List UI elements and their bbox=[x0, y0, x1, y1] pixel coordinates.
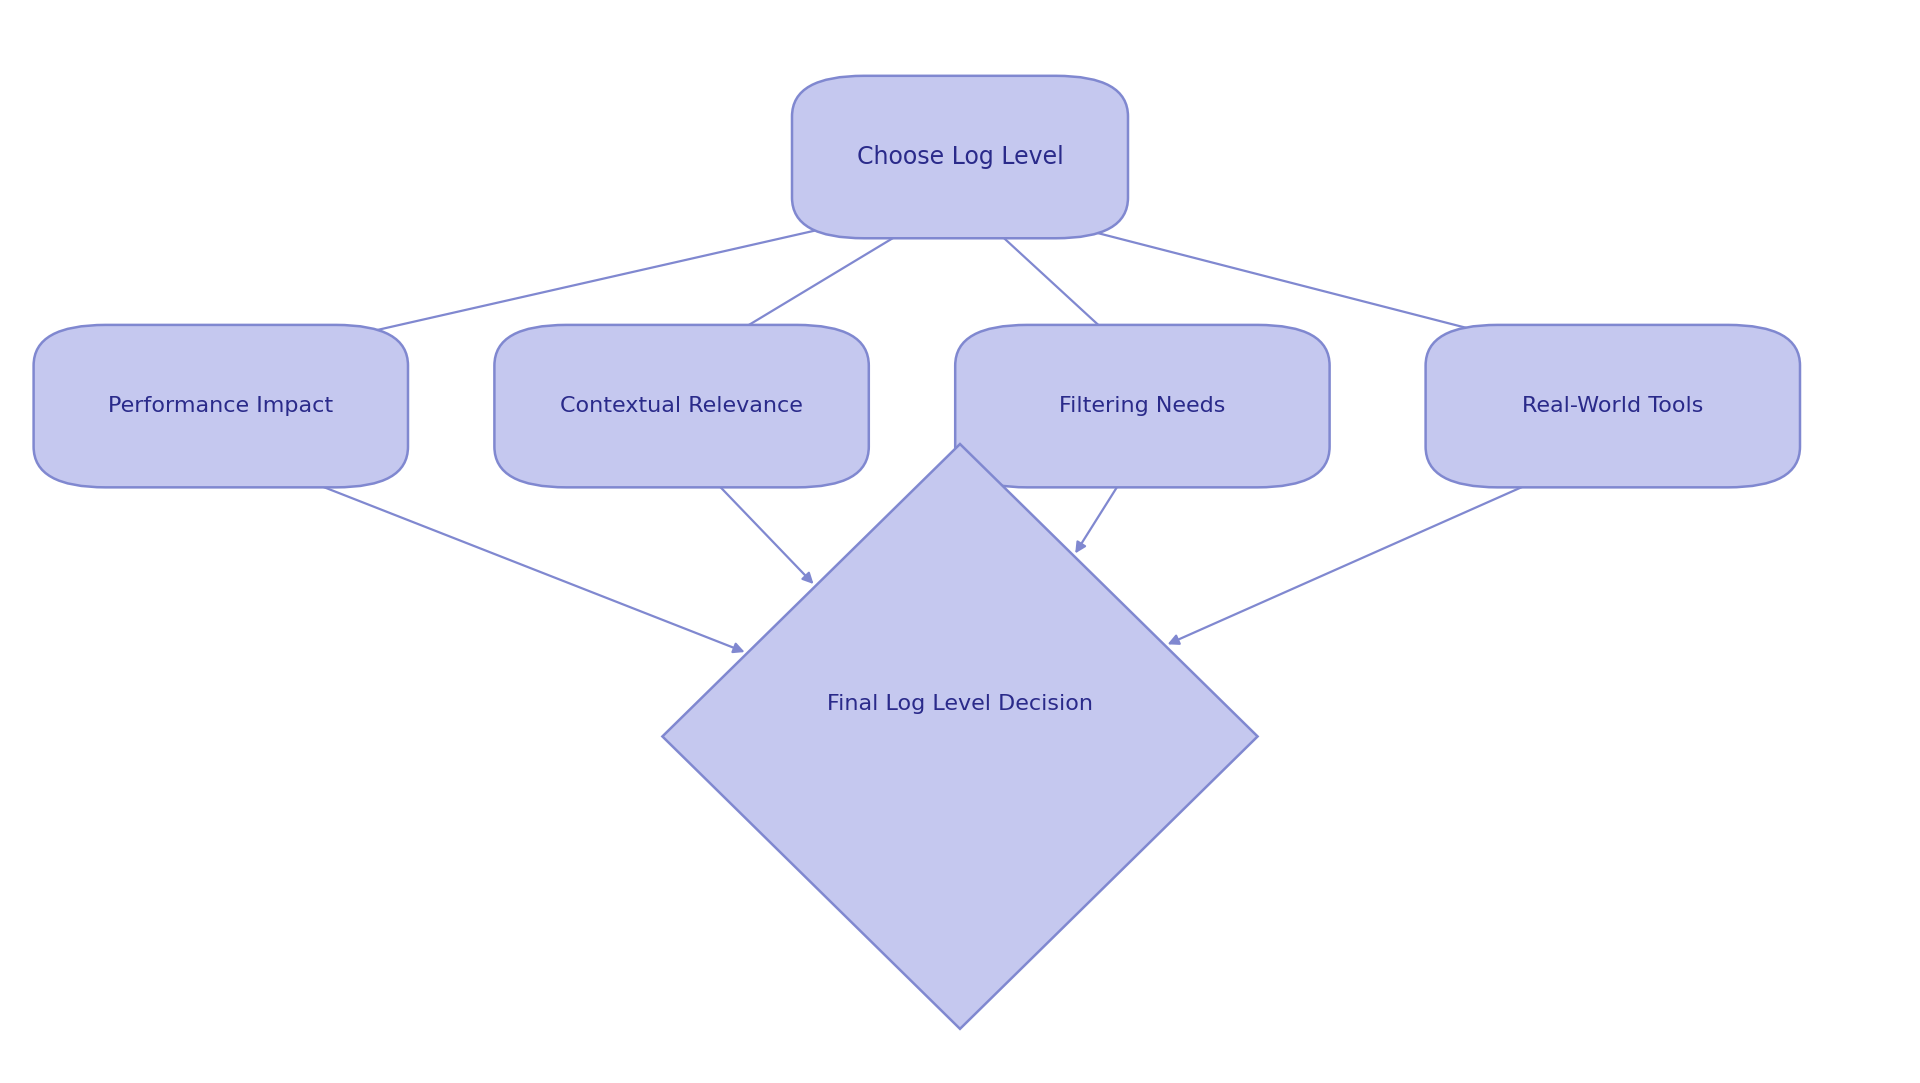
Text: Contextual Relevance: Contextual Relevance bbox=[561, 396, 803, 416]
FancyBboxPatch shape bbox=[1425, 325, 1801, 487]
FancyBboxPatch shape bbox=[35, 325, 409, 487]
Text: Filtering Needs: Filtering Needs bbox=[1060, 396, 1225, 416]
FancyBboxPatch shape bbox=[791, 76, 1127, 238]
FancyBboxPatch shape bbox=[954, 325, 1329, 487]
FancyBboxPatch shape bbox=[493, 325, 868, 487]
Text: Real-World Tools: Real-World Tools bbox=[1523, 396, 1703, 416]
Polygon shape bbox=[662, 444, 1258, 1029]
Text: Choose Log Level: Choose Log Level bbox=[856, 145, 1064, 169]
Text: Final Log Level Decision: Final Log Level Decision bbox=[828, 694, 1092, 714]
Text: Performance Impact: Performance Impact bbox=[108, 396, 334, 416]
